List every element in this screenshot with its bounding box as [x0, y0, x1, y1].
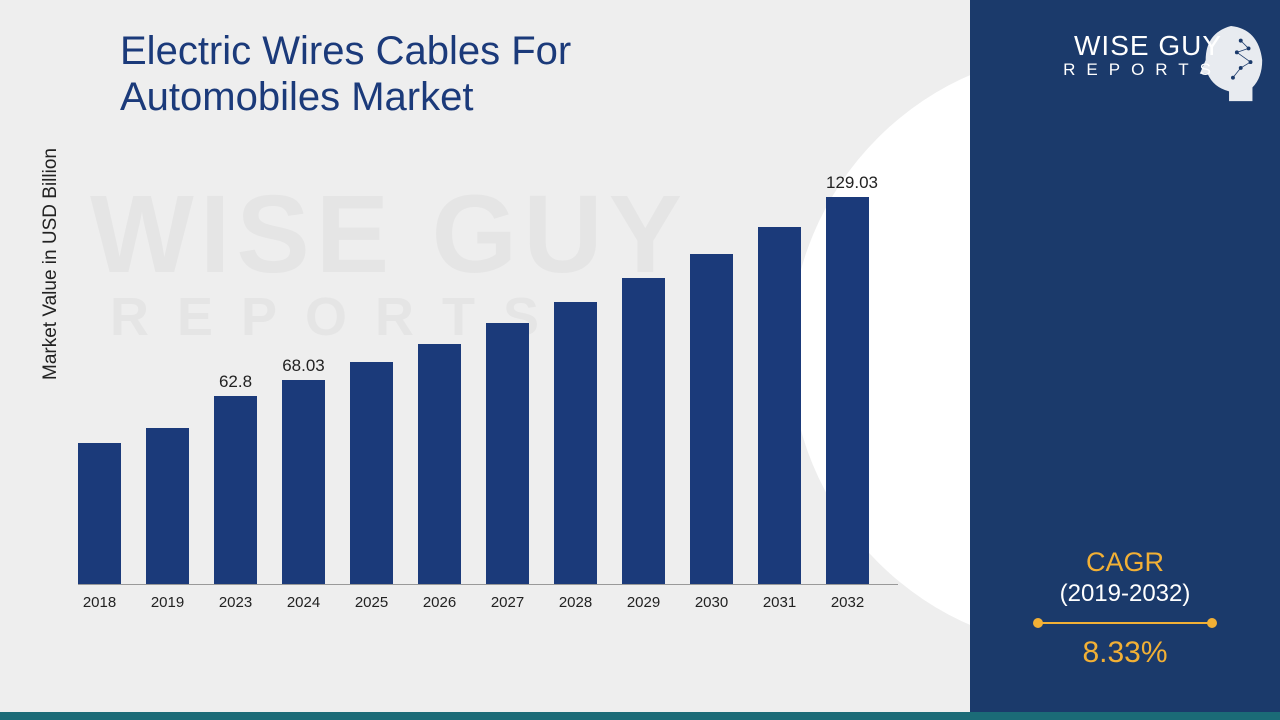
x-tick-label: 2024 — [274, 594, 333, 611]
cagr-block: CAGR (2019-2032) 8.33% — [1015, 547, 1235, 670]
x-tick-label: 2030 — [682, 594, 741, 611]
cagr-divider — [1035, 622, 1215, 624]
x-tick-label: 2029 — [614, 594, 673, 611]
x-tick-label: 2028 — [546, 594, 605, 611]
bar — [350, 362, 393, 584]
bar — [418, 344, 461, 584]
bar: 68.03 — [282, 380, 325, 584]
x-tick-label: 2027 — [478, 594, 537, 611]
cagr-value: 8.33% — [1015, 636, 1235, 670]
bar — [146, 428, 189, 584]
chart-title: Electric Wires Cables For Automobiles Ma… — [120, 28, 680, 120]
bottom-accent-bar — [0, 712, 1280, 720]
bar — [78, 443, 121, 584]
x-tick-label: 2032 — [818, 594, 877, 611]
brand-logo: WISE GUY REPORTS — [1063, 30, 1222, 80]
bar — [486, 323, 529, 584]
x-tick-label: 2018 — [70, 594, 129, 611]
logo-main-text: WISE GUY — [1063, 30, 1222, 62]
x-tick-label: 2025 — [342, 594, 401, 611]
y-axis-label: Market Value in USD Billion — [40, 148, 62, 380]
bar-value-label: 68.03 — [282, 356, 325, 376]
cagr-years: (2019-2032) — [1015, 580, 1235, 608]
bar-chart: 62.868.03129.03 201820192023202420252026… — [78, 165, 898, 615]
bar: 129.03 — [826, 197, 869, 584]
bar-value-label: 129.03 — [826, 173, 869, 193]
bar: 62.8 — [214, 396, 257, 584]
bar — [622, 278, 665, 584]
logo-sub-text: REPORTS — [1063, 60, 1222, 80]
x-tick-label: 2023 — [206, 594, 265, 611]
cagr-label: CAGR — [1015, 547, 1235, 578]
x-tick-label: 2019 — [138, 594, 197, 611]
bar — [690, 254, 733, 584]
x-tick-label: 2026 — [410, 594, 469, 611]
side-panel: WISE GUY REPORTS CAGR (2019-2032) 8.33% — [970, 0, 1280, 712]
x-tick-label: 2031 — [750, 594, 809, 611]
bar — [758, 227, 801, 584]
bar — [554, 302, 597, 584]
bar-value-label: 62.8 — [214, 372, 257, 392]
plot-area: 62.8 68.03 129.03 — [78, 165, 898, 585]
